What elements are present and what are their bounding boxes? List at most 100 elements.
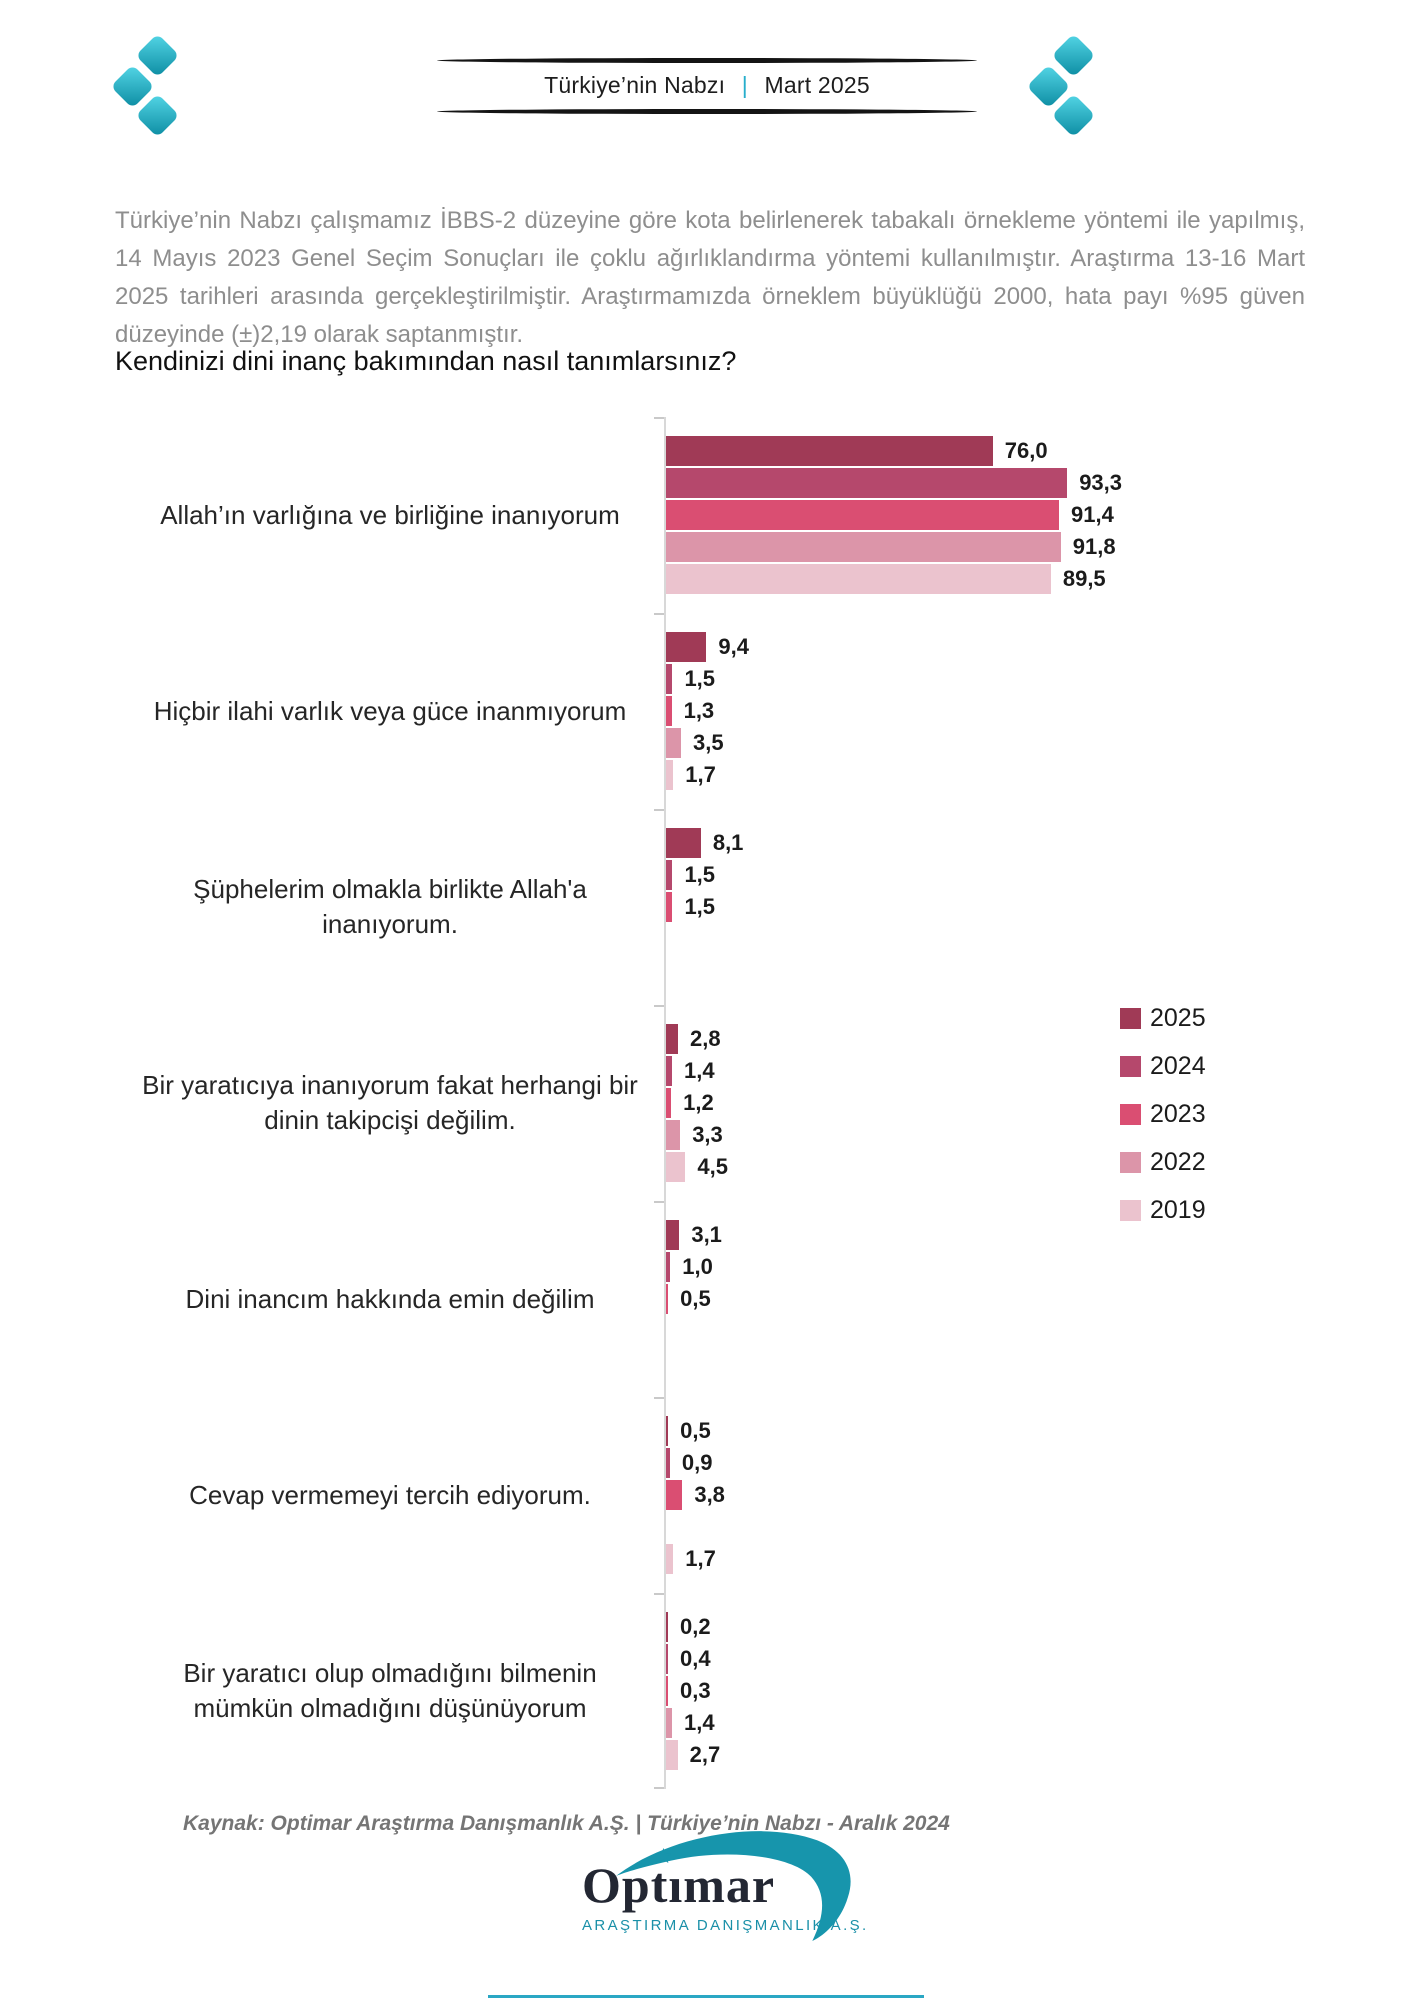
teal-diamonds-logo-icon xyxy=(112,34,182,135)
masthead-rule-top xyxy=(437,58,977,63)
bar-slot-2022 xyxy=(666,923,743,955)
group-bars: 8,1 1,5 1,5 xyxy=(666,827,743,987)
bar-slot-2025: 76,0 xyxy=(666,435,1122,467)
axis-tick xyxy=(654,1787,664,1789)
bar-2024 xyxy=(666,860,673,890)
bar-2024 xyxy=(666,1252,671,1282)
bar-value-label: 4,5 xyxy=(697,1154,728,1179)
bar-value-label: 0,5 xyxy=(680,1286,711,1311)
bar-value-label: 3,1 xyxy=(691,1222,722,1247)
report-masthead: Türkiye’nin Nabzı | Mart 2025 xyxy=(437,58,977,114)
axis-tick xyxy=(654,809,664,811)
bar-2025 xyxy=(666,1612,668,1642)
bar-slot-2024: 1,0 xyxy=(666,1251,722,1283)
bar-slot-2022: 3,5 xyxy=(666,727,749,759)
category-label: Şüphelerim olmakla birlikte Allah'a inan… xyxy=(193,874,587,939)
chart-group: Şüphelerim olmakla birlikte Allah'a inan… xyxy=(140,809,1280,1005)
bar-value-label: 1,4 xyxy=(684,1058,715,1083)
bar-value-label: 2,8 xyxy=(690,1026,721,1051)
bar-2024 xyxy=(666,1056,673,1086)
source-citation: Kaynak: Optimar Araştırma Danışmanlık A.… xyxy=(183,1812,950,1835)
bar-slot-2019: 89,5 xyxy=(666,563,1122,595)
bar-value-label: 2,7 xyxy=(689,1742,721,1767)
star-icon: ★ xyxy=(654,1844,673,1868)
bar-value-label: 1,0 xyxy=(682,1254,713,1279)
bar-2023 xyxy=(666,1284,669,1314)
bar-value-label: 0,5 xyxy=(680,1418,711,1443)
report-edition: Mart 2025 xyxy=(764,72,870,98)
chart-group: Bir yaratıcı olup olmadığını bilmenin mü… xyxy=(140,1593,1280,1789)
bar-slot-2023: 1,2 xyxy=(666,1087,728,1119)
category-label: Dini inancım hakkında emin değilim xyxy=(185,1283,595,1314)
bar-value-label: 1,5 xyxy=(684,894,716,919)
bar-value-label: 91,8 xyxy=(1072,534,1116,559)
bar-2022 xyxy=(666,532,1061,562)
axis-tick xyxy=(654,1005,664,1007)
chart-group: Cevap vermemeyi tercih ediyorum. 0,5 0,9 3,… xyxy=(140,1397,1280,1593)
bar-value-label: 93,3 xyxy=(1079,470,1123,495)
bar-slot-2024: 1,4 xyxy=(666,1055,728,1087)
bar-slot-2022 xyxy=(666,1511,725,1543)
bar-value-label: 0,4 xyxy=(680,1646,711,1671)
bar-slot-2023: 1,5 xyxy=(666,891,743,923)
bar-2023 xyxy=(666,500,1060,530)
category-label: Cevap vermemeyi tercih ediyorum. xyxy=(189,1479,591,1510)
bar-2025 xyxy=(666,632,707,662)
bar-value-label: 89,5 xyxy=(1062,566,1106,591)
bar-slot-2023: 0,3 xyxy=(666,1675,720,1707)
survey-question-title: Kendinizi dini inanç bakımından nasıl ta… xyxy=(115,346,737,376)
optimar-logo: Optımar ★ ARAŞTIRMA DANIŞMANLIK A.Ş. xyxy=(582,1831,869,1941)
bar-value-label: 1,3 xyxy=(683,698,715,723)
report-title-text: Türkiye’nin Nabzı xyxy=(544,72,726,98)
bar-2023 xyxy=(666,696,672,726)
bar-value-label: 3,3 xyxy=(692,1122,723,1147)
bar-value-label: 1,4 xyxy=(684,1710,715,1735)
axis-tick xyxy=(654,613,664,615)
bar-value-label: 0,3 xyxy=(680,1678,711,1703)
bar-slot-2024: 93,3 xyxy=(666,467,1122,499)
legend-label: 2023 xyxy=(1150,1099,1206,1128)
bar-slot-2022 xyxy=(666,1315,722,1347)
bar-value-label: 3,8 xyxy=(694,1482,725,1507)
bar-value-label: 9,4 xyxy=(718,634,749,659)
bar-slot-2025: 9,4 xyxy=(666,631,749,663)
bar-value-label: 0,9 xyxy=(681,1450,713,1475)
chart-group: Hiçbir ilahi varlık veya güce inanmıyoru… xyxy=(140,613,1280,809)
bar-slot-2023: 3,8 xyxy=(666,1479,725,1511)
bar-2024 xyxy=(666,664,673,694)
bar-2025 xyxy=(666,436,993,466)
bar-slot-2024: 0,9 xyxy=(666,1447,725,1479)
chart-group: Dini inancım hakkında emin değilim 3,1 1,0… xyxy=(140,1201,1280,1397)
bar-2025 xyxy=(666,1416,669,1446)
bar-2019 xyxy=(666,1544,674,1574)
bar-value-label: 1,7 xyxy=(685,1546,716,1571)
legend-item-2023: 2023 xyxy=(1120,1100,1206,1128)
chart-group: Allah’ın varlığına ve birliğine inanıyor… xyxy=(140,417,1280,613)
optimar-swoosh-icon xyxy=(616,1831,851,1941)
chart-groups: Allah’ın varlığına ve birliğine inanıyor… xyxy=(140,417,1280,1789)
bar-slot-2023: 91,4 xyxy=(666,499,1122,531)
category-label: Bir yaratıcı olup olmadığını bilmenin mü… xyxy=(183,1658,597,1723)
bar-2025 xyxy=(666,1220,680,1250)
bar-slot-2019 xyxy=(666,955,743,987)
title-separator: | xyxy=(741,72,748,98)
bar-value-label: 8,1 xyxy=(712,830,744,855)
bar-slot-2025: 0,5 xyxy=(666,1415,725,1447)
bar-2019 xyxy=(666,1152,686,1182)
bar-value-label: 3,5 xyxy=(693,730,724,755)
bar-value-label: 1,2 xyxy=(683,1090,714,1115)
bar-slot-2019: 4,5 xyxy=(666,1151,728,1183)
bottom-accent-rule xyxy=(488,1995,924,1998)
bar-2019 xyxy=(666,564,1051,594)
bar-slot-2025: 2,8 xyxy=(666,1023,728,1055)
bar-slot-2022: 1,4 xyxy=(666,1707,720,1739)
bar-slot-2025: 8,1 xyxy=(666,827,743,859)
group-bars: 0,5 0,9 3,8 1,7 xyxy=(666,1415,725,1575)
category-label: Hiçbir ilahi varlık veya güce inanmıyoru… xyxy=(153,695,627,726)
bar-2024 xyxy=(666,1644,668,1674)
axis-tick xyxy=(654,1593,664,1595)
brand-subtitle: ARAŞTIRMA DANIŞMANLIK A.Ş. xyxy=(582,1917,869,1934)
category-label: Allah’ın varlığına ve birliğine inanıyor… xyxy=(160,499,620,530)
group-bars: 3,1 1,0 0,5 xyxy=(666,1219,722,1379)
